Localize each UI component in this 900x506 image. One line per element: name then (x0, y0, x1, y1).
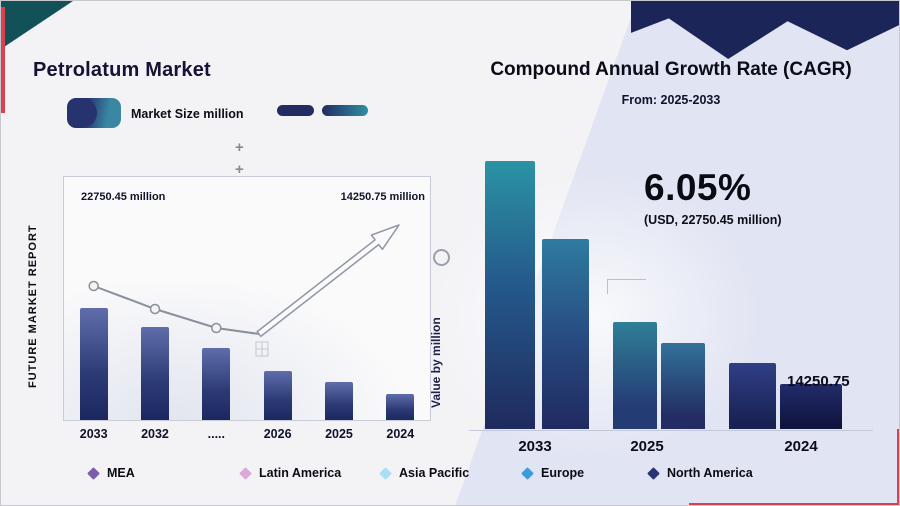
bar-cell (186, 176, 247, 420)
x-label-2026: 2026 (263, 427, 292, 441)
x-label-2032: 2032 (141, 427, 169, 441)
bar-2024 (386, 394, 415, 420)
market-size-legend-label: Market Size million (131, 107, 244, 121)
latin-america-diamond-icon (239, 466, 252, 480)
cagr-title-wrap: Compound Annual Growth Rate (CAGR) (456, 59, 886, 81)
x-label-dots: ..... (207, 427, 225, 441)
legend-item-mea: MEA (87, 465, 135, 481)
red-edge-accent-right (897, 429, 899, 505)
bar-cell (63, 176, 124, 420)
value-by-million-label: Value by million (429, 317, 443, 409)
cagr-bar-2033-b (542, 239, 589, 429)
bar-cell (370, 176, 431, 420)
bar-cell (247, 176, 308, 420)
x-label-2033: 2033 (79, 427, 108, 441)
market-size-bars (63, 176, 431, 420)
legend-item-europe: Europe (521, 465, 585, 481)
cagr-bar-2024-a (729, 363, 776, 429)
bar-2032 (140, 327, 169, 420)
cagr-subtitle: From: 2025-2033 (621, 93, 721, 107)
legend-pill-gradient (322, 105, 368, 116)
europe-diamond-icon (521, 466, 534, 480)
x-label-2025: 2025 (325, 427, 353, 441)
x-label-2024: 2024 (386, 427, 415, 441)
asia-pacific-diamond-icon (379, 466, 392, 480)
bracket-decoration (607, 279, 646, 294)
cagr-x-label-2024: 2024 (784, 438, 818, 455)
cagr-bar-value-label: 14250.75 (787, 373, 850, 390)
legend-label: Asia Pacific (399, 466, 470, 480)
legend-label: MEA (107, 466, 135, 480)
legend-item-asia-pacific: Asia Pacific (379, 465, 470, 481)
chart-wave-decoration (64, 262, 430, 420)
cagr-chart-baseline (469, 430, 873, 431)
legend-icon-cap (67, 98, 97, 128)
red-edge-accent-bottom (689, 503, 899, 505)
legend-item-north-america: North America (647, 465, 753, 481)
page-title: Petrolatum Market (33, 59, 211, 81)
plus-decoration-icon: + (235, 161, 244, 178)
cagr-bar-2025-a (613, 322, 657, 429)
cagr-value: 6.05% (644, 167, 752, 208)
bar-2025 (324, 382, 353, 420)
cagr-x-label-2033: 2033 (518, 438, 552, 455)
bar-dots (202, 348, 231, 420)
cagr-bar-2025-b (661, 343, 705, 429)
circle-decoration-icon (433, 249, 450, 266)
legend-pill-navy (277, 105, 314, 116)
bar-cell (308, 176, 369, 420)
north-america-diamond-icon (647, 466, 660, 480)
plus-decoration-icon: + (235, 139, 244, 156)
cagr-usd-note: (USD, 22750.45 million) (644, 213, 782, 227)
cagr-bar-2033-a (485, 161, 535, 429)
market-size-chart-box (63, 176, 431, 421)
annotation-top-left: 22750.45 million (81, 191, 166, 203)
window-grid-icon (255, 341, 269, 357)
market-size-legend-icon (67, 98, 121, 128)
cagr-x-label-2025: 2025 (630, 438, 664, 455)
bar-2033 (79, 308, 108, 420)
cagr-bar-2024-b (780, 384, 842, 429)
market-size-x-axis: 2033 2032 ..... 2026 2025 2024 (63, 427, 431, 441)
trend-line-arrow (88, 224, 400, 338)
red-edge-accent-left (1, 7, 5, 113)
legend-item-latin-america: Latin America (239, 465, 342, 481)
cagr-title: Compound Annual Growth Rate (CAGR) (490, 59, 852, 80)
future-market-report-label: FUTURE MARKET REPORT (27, 224, 39, 388)
legend-label: North America (667, 466, 753, 480)
bar-2026 (263, 371, 292, 420)
legend-label: Latin America (259, 466, 342, 480)
teal-corner-triangle (1, 1, 73, 49)
annotation-top-right: 14250.75 million (340, 191, 425, 203)
bar-cell (124, 176, 185, 420)
mea-diamond-icon (87, 466, 100, 480)
legend-label: Europe (541, 466, 585, 480)
